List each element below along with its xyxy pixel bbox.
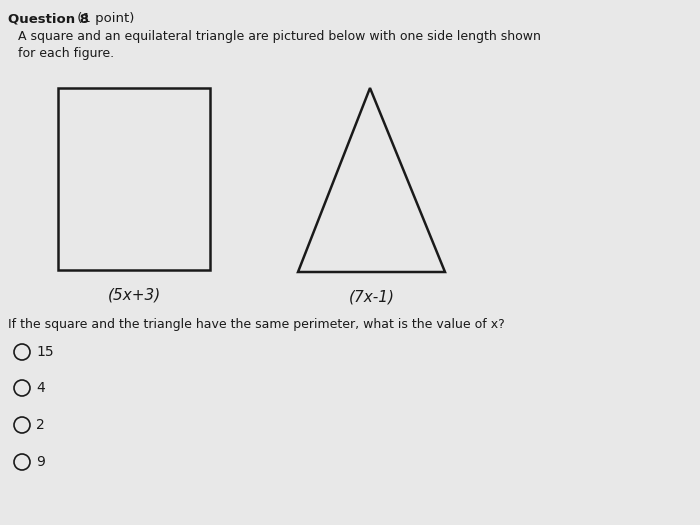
Text: (7x-1): (7x-1) [349,290,395,305]
Text: Question 8: Question 8 [8,12,89,25]
Text: 9: 9 [36,455,45,469]
Text: A square and an equilateral triangle are pictured below with one side length sho: A square and an equilateral triangle are… [18,30,541,60]
Bar [58,88,210,270]
Text: 2: 2 [36,418,45,432]
Text: 4: 4 [36,381,45,395]
Text: If the square and the triangle have the same perimeter, what is the value of x?: If the square and the triangle have the … [8,318,505,331]
Text: (5x+3): (5x+3) [107,288,160,303]
Text: 15: 15 [36,345,54,359]
Text: (1 point): (1 point) [73,12,134,25]
